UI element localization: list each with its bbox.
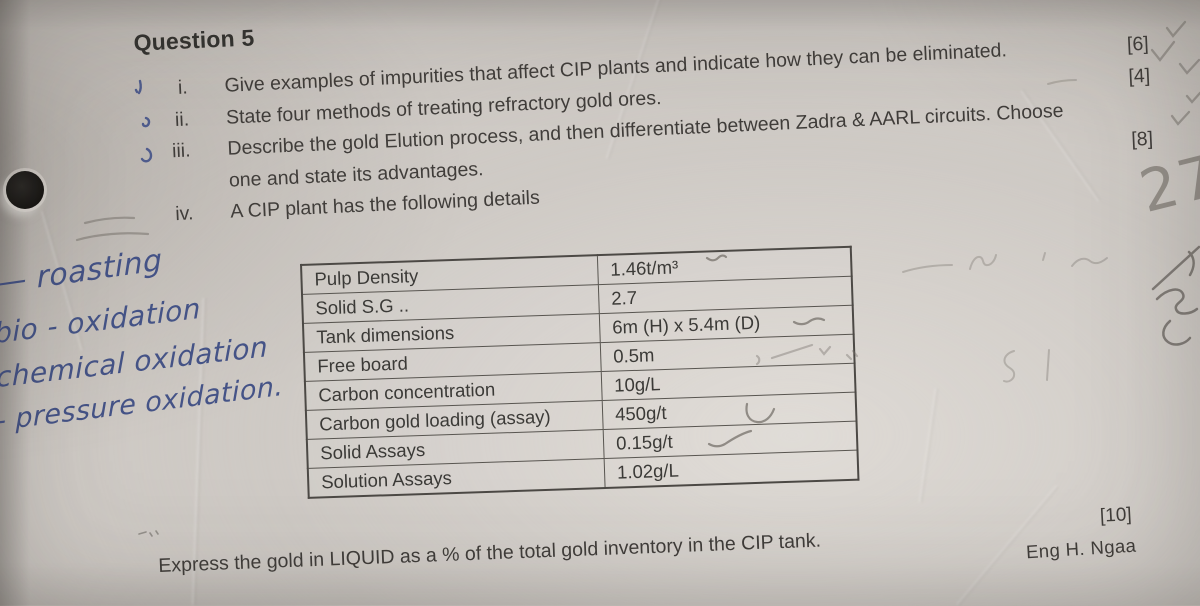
item-numeral: i. bbox=[132, 76, 188, 101]
question-block: Question 5 i. Give examples of impuritie… bbox=[130, 0, 1155, 236]
marks-badge: [10] bbox=[1099, 504, 1132, 528]
question-items: i. Give examples of impurities that affe… bbox=[132, 33, 1155, 236]
tiny-pencil-marks-icon bbox=[139, 531, 158, 536]
right-edge-scribble-icon bbox=[1153, 247, 1199, 345]
marks-badge: [4] bbox=[1118, 64, 1151, 88]
handwritten-note: — roasting bbox=[0, 243, 163, 301]
item-numeral: iv. bbox=[138, 202, 194, 227]
paper-crease bbox=[918, 388, 939, 503]
marks-badge: [8] bbox=[1121, 127, 1154, 151]
cip-plant-details-table: Pulp Density 1.46t/m³ Solid S.G .. 2.7 T… bbox=[300, 246, 859, 499]
examiner-name: Eng H. Ngaa bbox=[1025, 535, 1136, 564]
hole-punch bbox=[6, 171, 44, 209]
closing-question: Express the gold in LIQUID as a % of the… bbox=[158, 530, 821, 578]
item-numeral: iii. bbox=[135, 139, 191, 164]
pencil-equals-icon bbox=[77, 218, 148, 240]
grader-checkmarks-icon bbox=[1152, 22, 1200, 124]
item-numeral: ii. bbox=[134, 108, 190, 133]
marks-badge: [6] bbox=[1117, 33, 1150, 57]
